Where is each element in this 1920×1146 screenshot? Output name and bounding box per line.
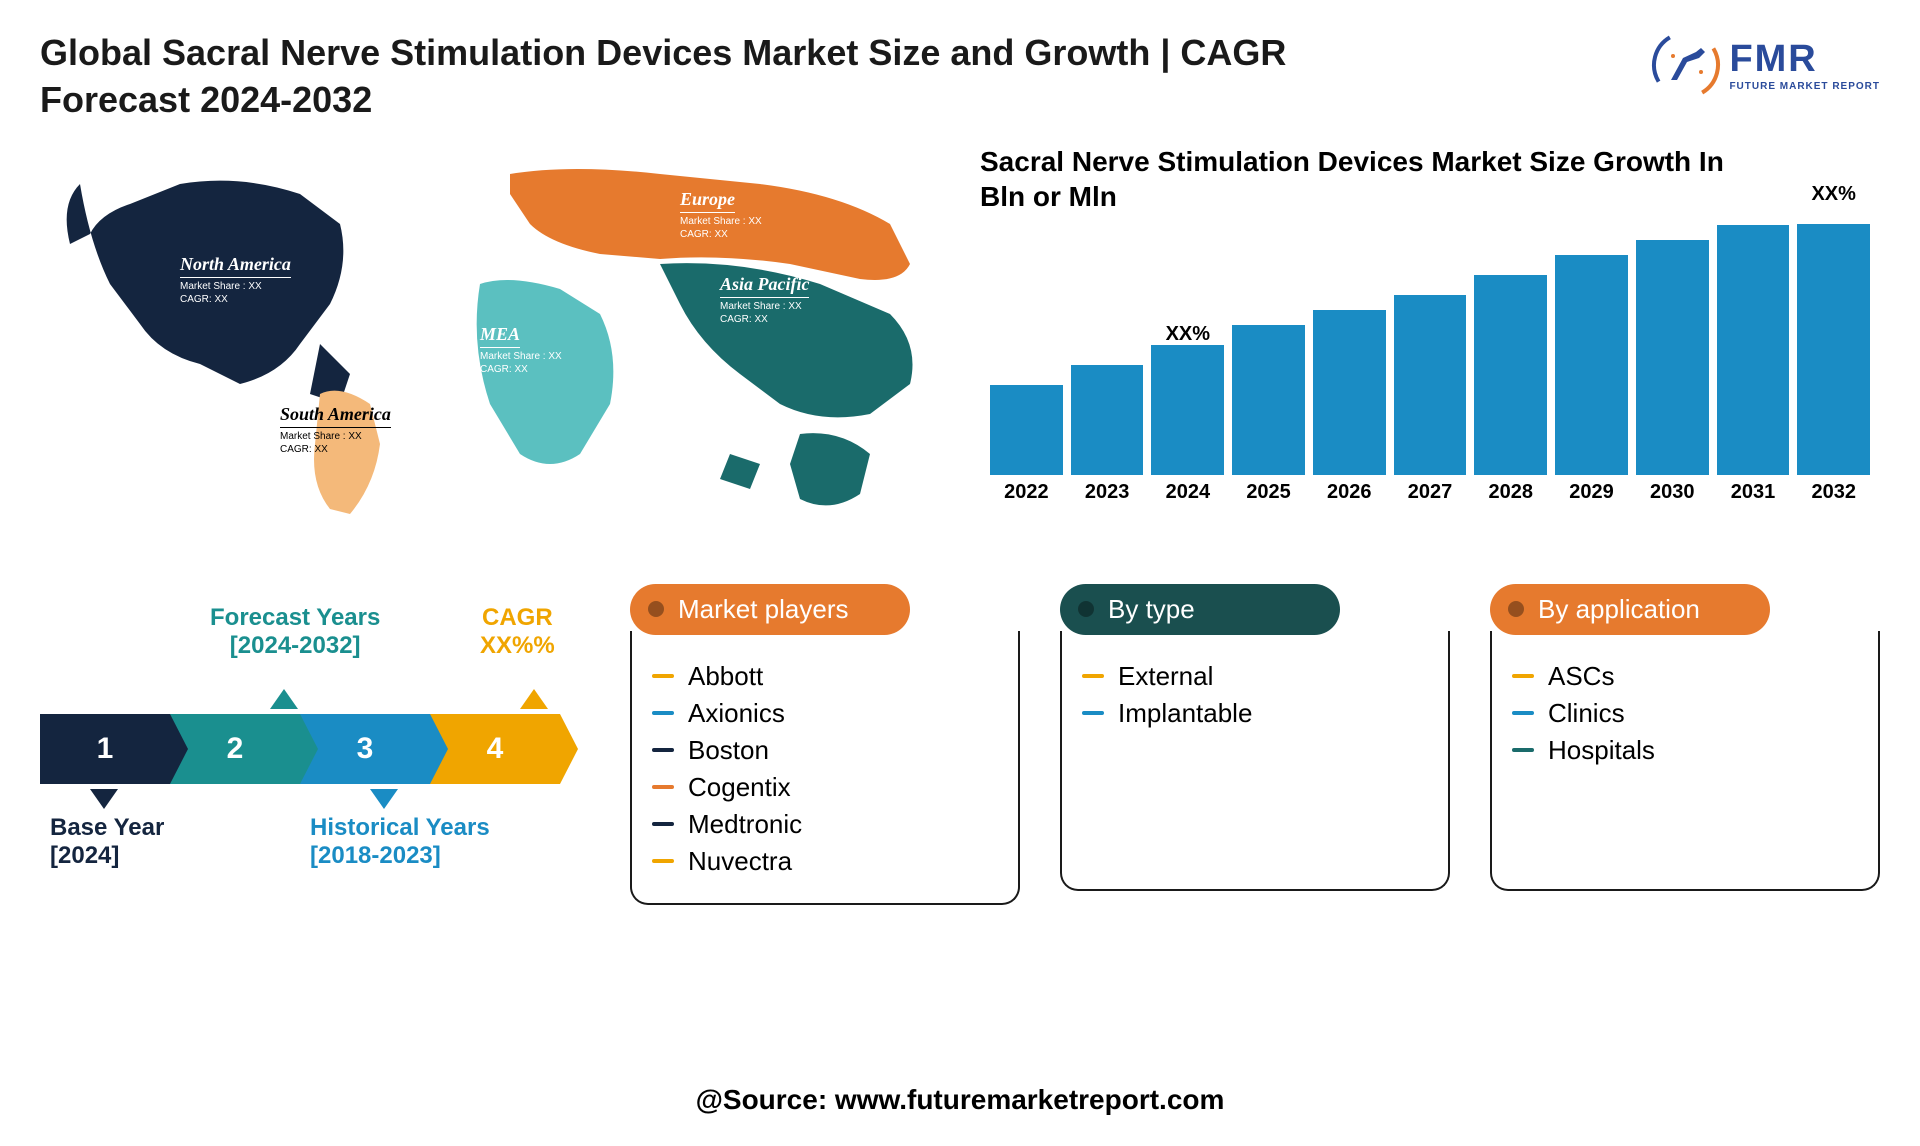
section-body: ASCs Clinics Hospitals — [1490, 631, 1880, 891]
bar — [1232, 325, 1305, 475]
bar — [990, 385, 1063, 475]
list-item: External — [1082, 661, 1428, 692]
cagr-label: CAGR XX%% — [480, 604, 555, 662]
region-label: South AmericaMarket Share : XXCAGR: XX — [280, 404, 391, 456]
tick-icon — [1512, 674, 1534, 678]
header: Global Sacral Nerve Stimulation Devices … — [40, 30, 1880, 124]
section-header: By application — [1490, 584, 1770, 635]
list-item: Hospitals — [1512, 735, 1858, 766]
tick-icon — [652, 748, 674, 752]
list-item: Medtronic — [652, 809, 998, 840]
bar — [1717, 225, 1790, 475]
section-body: Abbott Axionics Boston Cogentix Medtronic Nuv… — [630, 631, 1020, 905]
bar-column: 2031 — [1717, 224, 1790, 504]
section-header: Market players — [630, 584, 910, 635]
timeline: Forecast Years [2024-2032] CAGR XX%% 123… — [40, 584, 600, 904]
list-item: Implantable — [1082, 698, 1428, 729]
list-item: Boston — [652, 735, 998, 766]
tick-icon — [1082, 674, 1104, 678]
telescope-icon — [1651, 30, 1721, 100]
tick-icon — [652, 859, 674, 863]
list-item: ASCs — [1512, 661, 1858, 692]
timeline-segment: 2 — [170, 714, 300, 784]
dot-icon — [1508, 601, 1524, 617]
page-title: Global Sacral Nerve Stimulation Devices … — [40, 30, 1340, 124]
world-map: North AmericaMarket Share : XXCAGR: XX So… — [40, 144, 940, 524]
bar-year: 2026 — [1327, 481, 1372, 504]
tick-icon — [652, 785, 674, 789]
category-section: Market players Abbott Axionics Boston Cogen… — [630, 584, 1020, 905]
timeline-segment: 1 — [40, 714, 170, 784]
timeline-segment: 3 — [300, 714, 430, 784]
category-section: By application ASCs Clinics Hospitals — [1490, 584, 1880, 905]
bar-column: 2022 — [990, 224, 1063, 504]
tick-icon — [1512, 711, 1534, 715]
bar-column: 2026 — [1313, 224, 1386, 504]
logo-text: FMR — [1729, 38, 1880, 81]
bar — [1313, 310, 1386, 475]
bar-column: 2025 — [1232, 224, 1305, 504]
list-item: Axionics — [652, 698, 998, 729]
bar — [1636, 240, 1709, 475]
chart-title: Sacral Nerve Stimulation Devices Market … — [980, 144, 1880, 214]
tick-icon — [1512, 748, 1534, 752]
bar-column: 2029 — [1555, 224, 1628, 504]
bar-column: 2023 — [1071, 224, 1144, 504]
bar-column: XX% 2032 — [1797, 224, 1870, 504]
tick-icon — [652, 711, 674, 715]
bar-chart: Sacral Nerve Stimulation Devices Market … — [980, 144, 1880, 524]
region-label: North AmericaMarket Share : XXCAGR: XX — [180, 254, 291, 306]
dot-icon — [648, 601, 664, 617]
timeline-segment: 4 — [430, 714, 560, 784]
bar-year: 2027 — [1408, 481, 1453, 504]
bar — [1394, 295, 1467, 475]
section-body: External Implantable — [1060, 631, 1450, 891]
tick-icon — [652, 674, 674, 678]
category-section: By type External Implantable — [1060, 584, 1450, 905]
dot-icon — [1078, 601, 1094, 617]
bar — [1071, 365, 1144, 475]
logo: FMR FUTURE MARKET REPORT — [1651, 30, 1880, 100]
bar-column: XX% 2024 — [1151, 224, 1224, 504]
bar-year: 2022 — [1004, 481, 1049, 504]
bar-year: 2030 — [1650, 481, 1695, 504]
logo-subtitle: FUTURE MARKET REPORT — [1729, 81, 1880, 92]
bar — [1474, 275, 1547, 475]
bar-column: 2030 — [1636, 224, 1709, 504]
bar-column: 2027 — [1394, 224, 1467, 504]
bar — [1797, 224, 1870, 475]
list-item: Abbott — [652, 661, 998, 692]
bar-year: 2032 — [1811, 481, 1856, 504]
list-item: Cogentix — [652, 772, 998, 803]
bar-year: 2024 — [1166, 481, 1211, 504]
list-item: Clinics — [1512, 698, 1858, 729]
region-label: MEAMarket Share : XXCAGR: XX — [480, 324, 562, 376]
bar-column: 2028 — [1474, 224, 1547, 504]
source-text: @Source: www.futuremarketreport.com — [696, 1084, 1225, 1116]
forecast-label: Forecast Years [2024-2032] — [210, 604, 380, 662]
tick-icon — [1082, 711, 1104, 715]
region-label: EuropeMarket Share : XXCAGR: XX — [680, 189, 762, 241]
historical-label: Historical Years [2018-2023] — [310, 814, 490, 872]
bar-year: 2029 — [1569, 481, 1614, 504]
region-label: Asia PacificMarket Share : XXCAGR: XX — [720, 274, 809, 326]
bar-year: 2023 — [1085, 481, 1130, 504]
section-header: By type — [1060, 584, 1340, 635]
bar — [1555, 255, 1628, 475]
list-item: Nuvectra — [652, 846, 998, 877]
bar-year: 2031 — [1731, 481, 1776, 504]
tick-icon — [652, 822, 674, 826]
base-label: Base Year [2024] — [50, 814, 164, 872]
bar-year: 2028 — [1489, 481, 1534, 504]
bar-year: 2025 — [1246, 481, 1291, 504]
bar — [1151, 345, 1224, 475]
